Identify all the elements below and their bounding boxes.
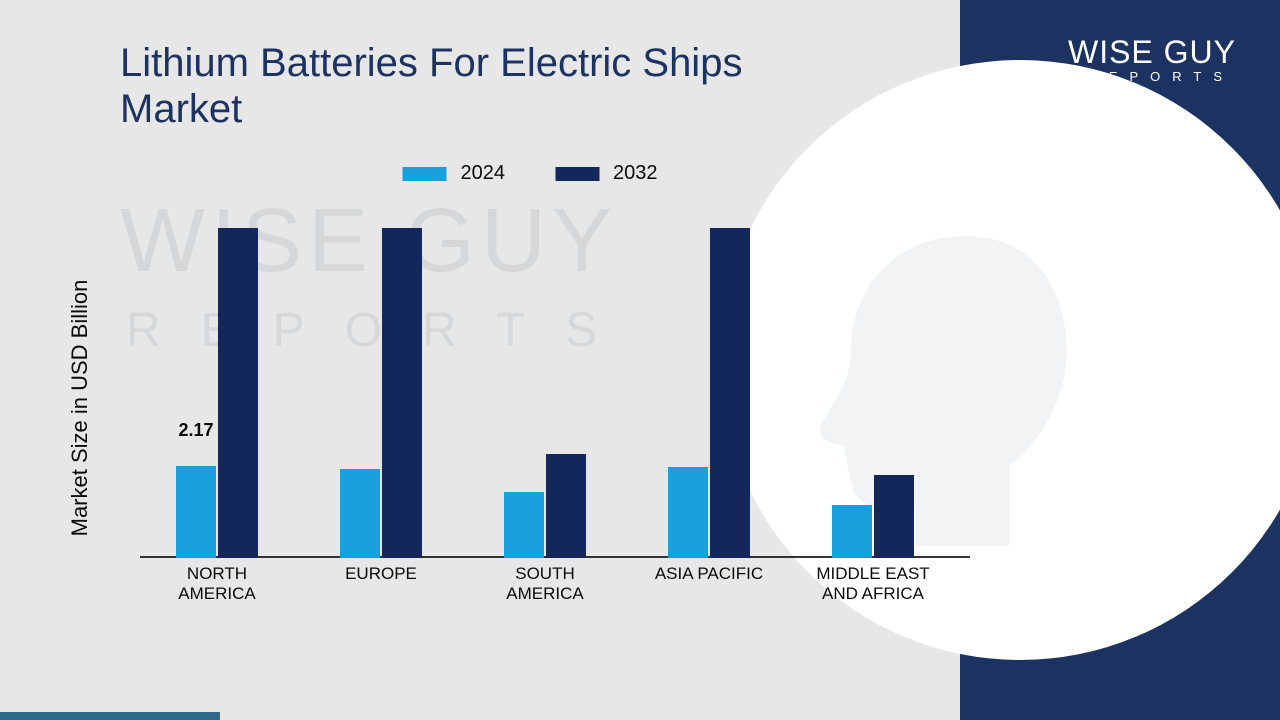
brand-logo: WISE GUY REPORTS [1068,34,1236,84]
bar [382,228,422,558]
y-axis-label: Market Size in USD Billion [67,280,93,537]
bar [832,505,872,558]
bar [710,228,750,558]
bar-chart: Market Size in USD Billion 20242032 2.17… [90,168,970,648]
legend-item: 2024 [403,162,506,185]
legend-label: 2032 [613,162,658,185]
bar [218,228,258,558]
x-axis-category-label: MIDDLE EAST AND AFRICA [803,564,943,604]
bar [874,475,914,558]
chart-legend: 2024 2032 [403,162,658,185]
legend-item: 2032 [555,162,658,185]
x-axis-category-label: SOUTH AMERICA [475,564,615,604]
bar-value-label: 2.17 [178,420,213,441]
x-axis-category-label: ASIA PACIFIC [639,564,779,584]
chart-plot-area: 2.17 [140,198,970,558]
x-axis-category-label: NORTH AMERICA [147,564,287,604]
legend-swatch [403,167,447,181]
bottom-accent [0,712,220,720]
legend-label: 2024 [461,162,506,185]
x-axis-category-label: EUROPE [311,564,451,584]
chart-card: Lithium Batteries For Electric Ships Mar… [0,0,1280,720]
legend-swatch [555,167,599,181]
brand-line1: WISE GUY [1068,34,1236,71]
brand-line2: REPORTS [1068,69,1236,84]
bar [176,466,216,558]
bar [546,454,586,558]
x-axis-labels: NORTH AMERICA EUROPE SOUTH AMERICA ASIA PAC… [140,558,970,648]
chart-title: Lithium Batteries For Electric Ships Mar… [120,40,760,132]
bar [340,469,380,558]
bar [668,467,708,558]
bar [504,492,544,558]
